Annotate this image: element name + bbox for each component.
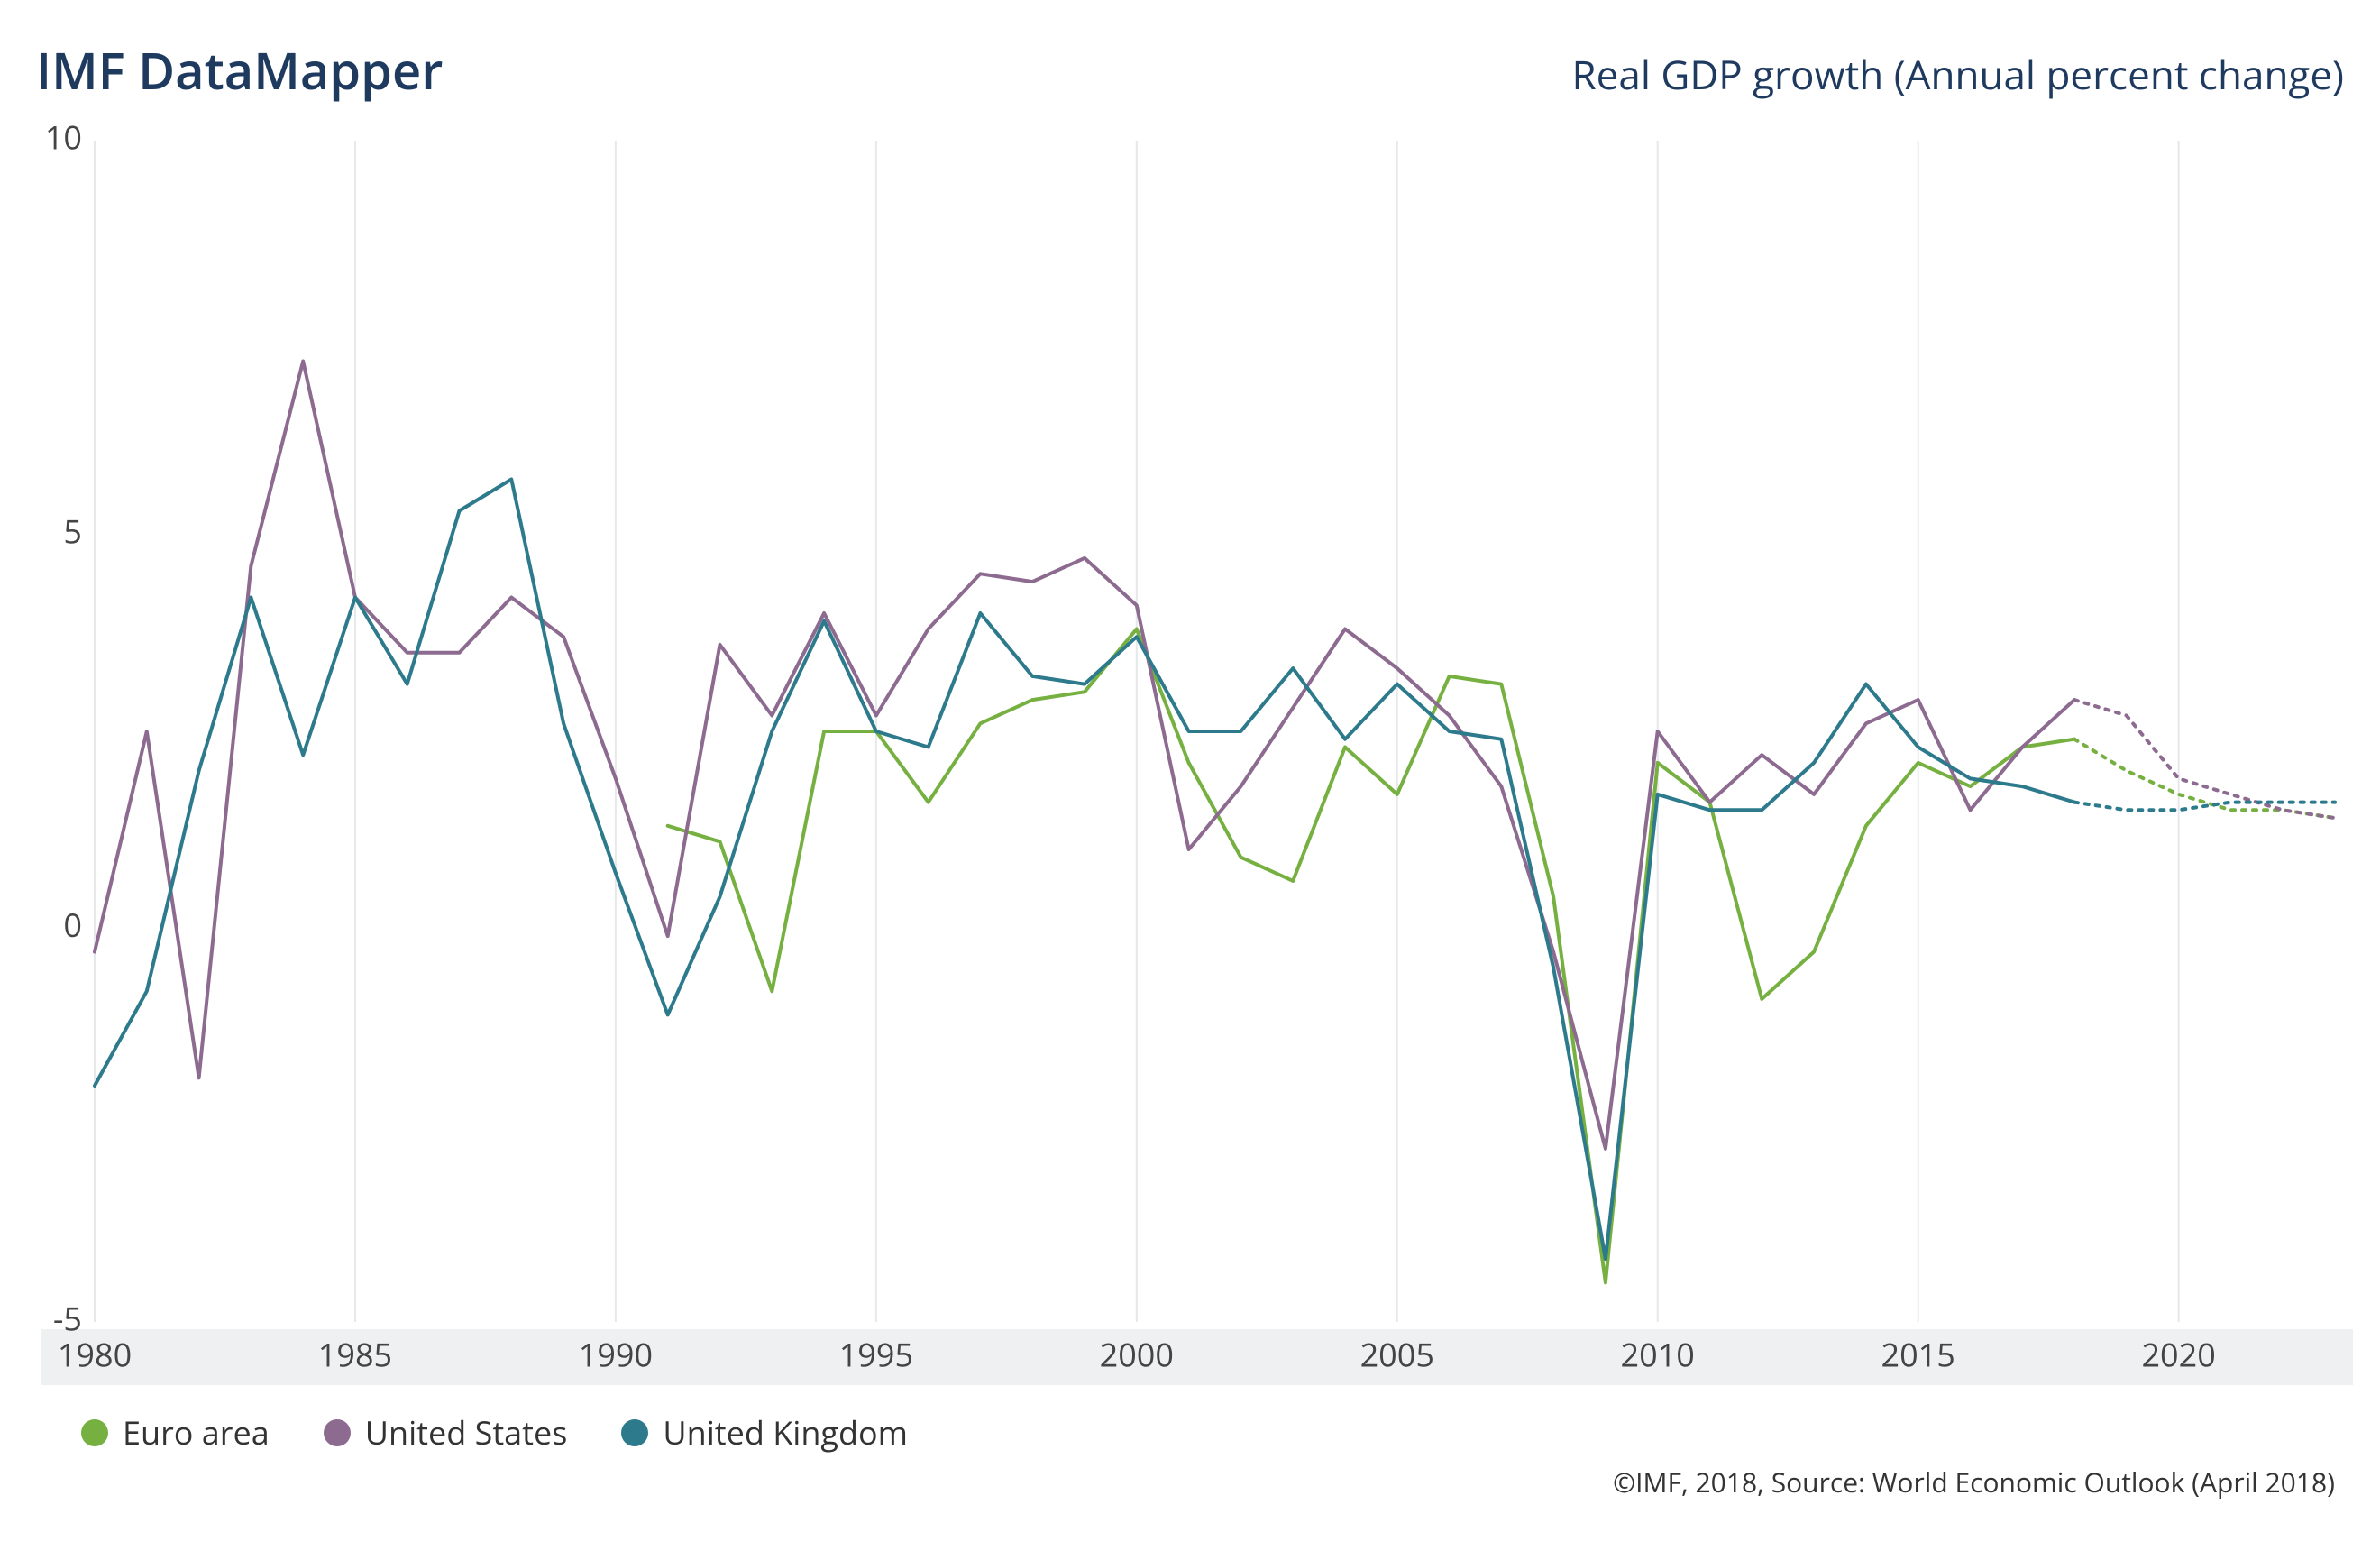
title-left: IMF DataMapper <box>36 36 443 105</box>
legend-item: United States <box>324 1410 568 1455</box>
svg-text:1990: 1990 <box>579 1333 653 1377</box>
svg-text:1980: 1980 <box>58 1333 132 1377</box>
chart-container: IMF DataMapper Real GDP growth (Annual p… <box>0 0 2380 1551</box>
svg-text:10: 10 <box>45 115 82 160</box>
legend-item: Euro area <box>81 1410 270 1455</box>
svg-text:2010: 2010 <box>1621 1333 1695 1377</box>
legend-dot-icon <box>621 1419 648 1446</box>
line-chart-svg: -505101980198519901995200020052010201520… <box>27 114 2353 1394</box>
svg-text:2005: 2005 <box>1360 1333 1434 1377</box>
chart-header: IMF DataMapper Real GDP growth (Annual p… <box>27 18 2353 114</box>
svg-text:2000: 2000 <box>1100 1333 1174 1377</box>
svg-text:1985: 1985 <box>318 1333 392 1377</box>
svg-text:5: 5 <box>63 509 82 553</box>
legend-label: Euro area <box>123 1410 270 1455</box>
chart-legend: Euro area United States United Kingdom <box>27 1394 2353 1455</box>
chart-footer: ©IMF, 2018, Source: World Economic Outlo… <box>27 1455 2353 1501</box>
legend-label: United States <box>365 1410 568 1455</box>
title-right: Real GDP growth (Annual percent change) <box>1572 47 2345 101</box>
legend-dot-icon <box>81 1419 108 1446</box>
svg-text:2015: 2015 <box>1881 1333 1955 1377</box>
svg-text:0: 0 <box>63 903 82 947</box>
svg-text:1995: 1995 <box>839 1333 913 1377</box>
svg-text:2020: 2020 <box>2141 1333 2215 1377</box>
legend-label: United Kingdom <box>663 1410 908 1455</box>
legend-dot-icon <box>324 1419 351 1446</box>
chart-area: -505101980198519901995200020052010201520… <box>27 114 2353 1394</box>
legend-item: United Kingdom <box>621 1410 908 1455</box>
